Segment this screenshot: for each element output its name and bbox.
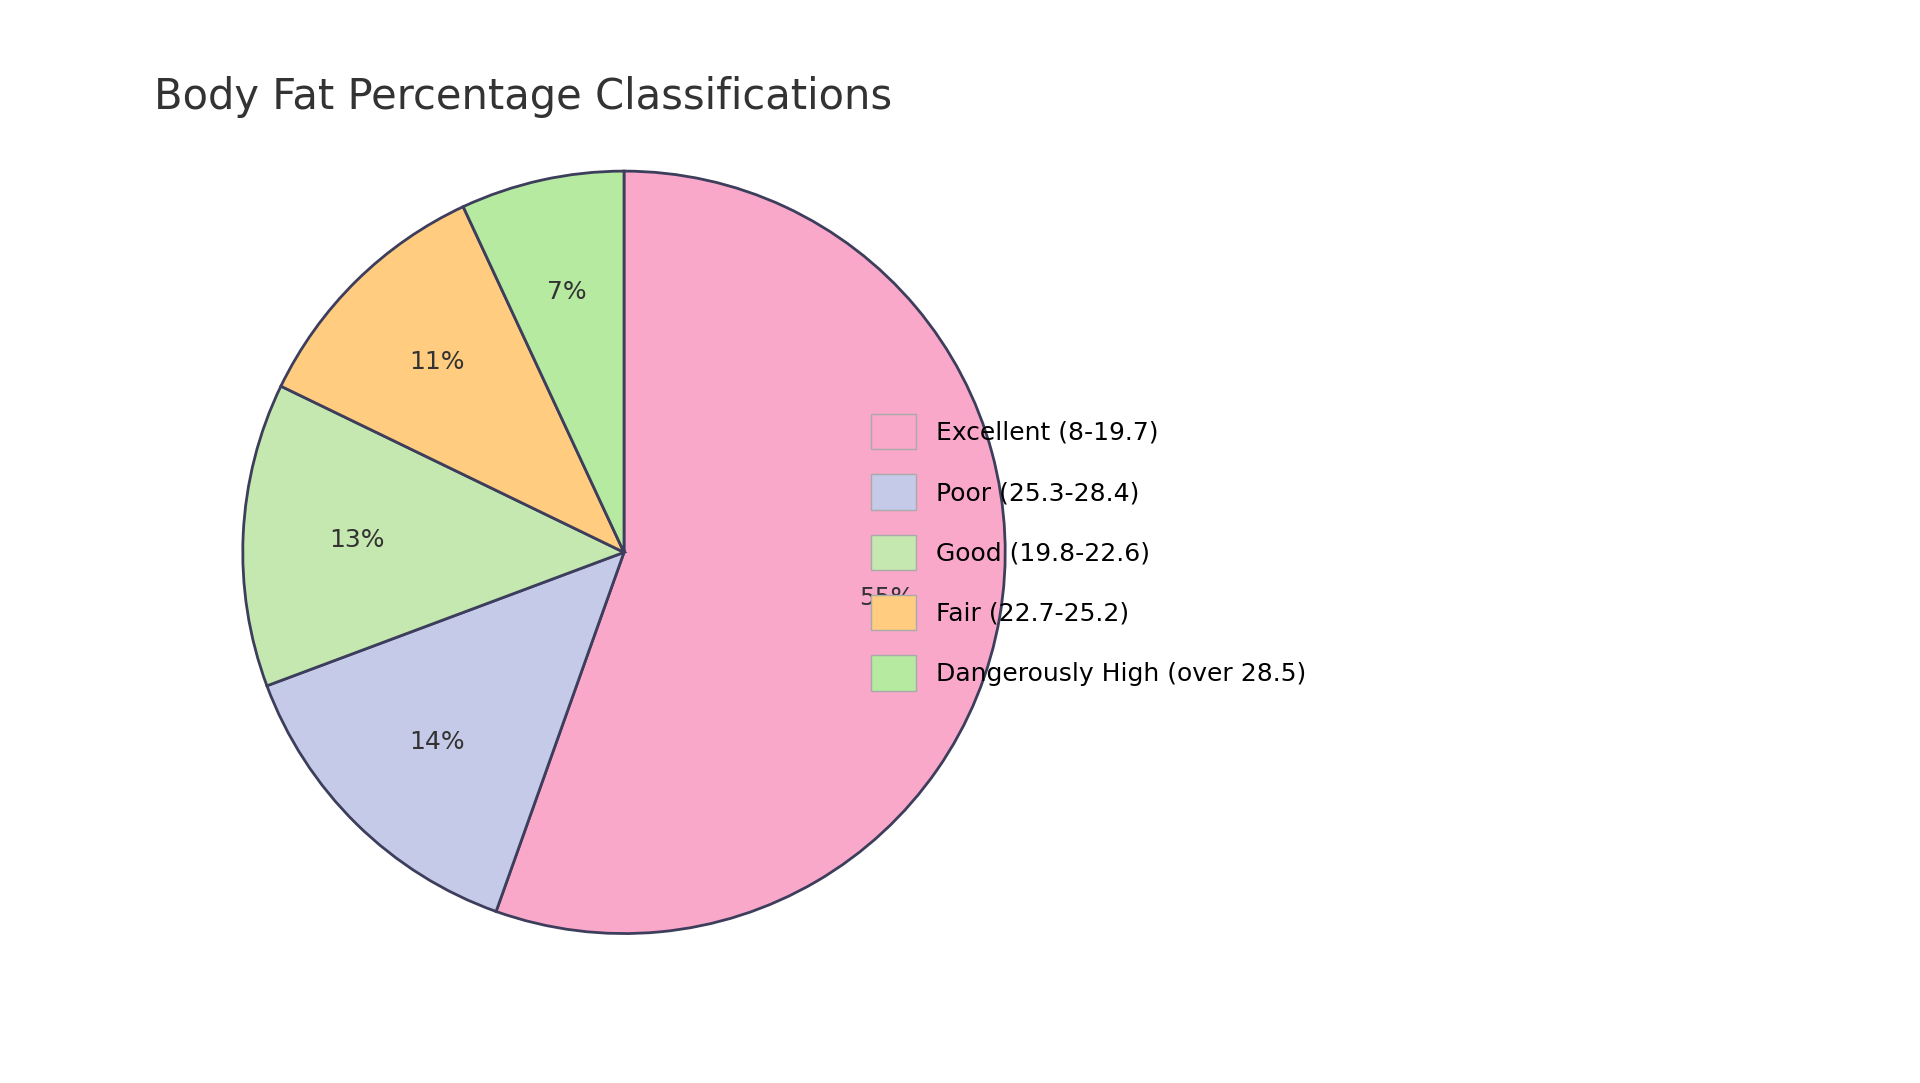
Legend: Excellent (8-19.7), Poor (25.3-28.4), Good (19.8-22.6), Fair (22.7-25.2), Danger: Excellent (8-19.7), Poor (25.3-28.4), Go… <box>847 389 1331 716</box>
Text: 7%: 7% <box>547 279 586 303</box>
Text: 11%: 11% <box>409 350 465 374</box>
Wedge shape <box>267 552 624 912</box>
Wedge shape <box>495 171 1006 934</box>
Text: 14%: 14% <box>409 731 465 755</box>
Text: 55%: 55% <box>860 586 914 610</box>
Wedge shape <box>242 387 624 686</box>
Text: Body Fat Percentage Classifications: Body Fat Percentage Classifications <box>154 76 891 118</box>
Text: 13%: 13% <box>330 527 386 552</box>
Wedge shape <box>463 171 624 552</box>
Wedge shape <box>280 207 624 552</box>
